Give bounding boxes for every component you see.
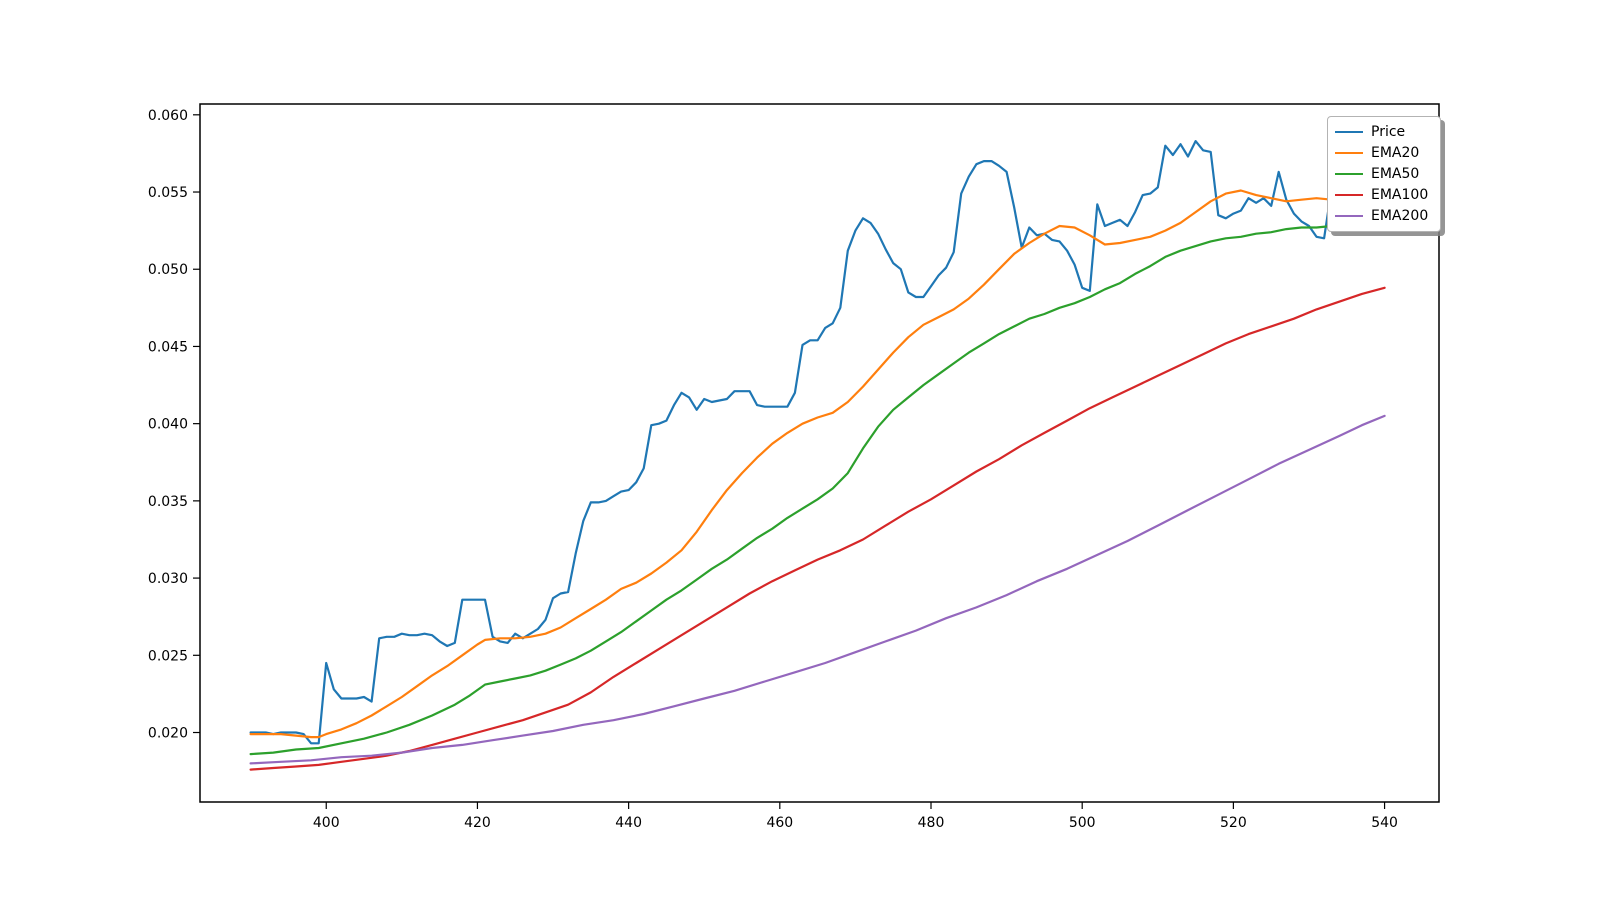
legend-line-swatch bbox=[1335, 152, 1363, 154]
x-axis-tick-label: 500 bbox=[1069, 815, 1096, 831]
y-axis-tick-label: 0.040 bbox=[148, 417, 188, 433]
legend-label: EMA200 bbox=[1371, 208, 1429, 224]
y-axis-tick-label: 0.050 bbox=[148, 262, 188, 278]
legend-label: Price bbox=[1371, 124, 1406, 140]
y-axis-tick-label: 0.035 bbox=[148, 494, 188, 510]
x-axis-tick-label: 460 bbox=[766, 815, 793, 831]
legend-item-ema200: EMA200 bbox=[1335, 208, 1431, 224]
legend-line-swatch bbox=[1335, 131, 1363, 133]
legend-item-ema50: EMA50 bbox=[1335, 166, 1431, 182]
price-line bbox=[249, 140, 1333, 745]
y-axis-tick-label: 0.020 bbox=[148, 726, 188, 742]
x-axis-tick-label: 400 bbox=[313, 815, 340, 831]
y-axis-tick-label: 0.030 bbox=[148, 571, 188, 587]
legend-label: EMA50 bbox=[1371, 166, 1420, 182]
x-axis-tick-label: 440 bbox=[615, 815, 642, 831]
ema100-line bbox=[249, 286, 1386, 771]
legend-item-price: Price bbox=[1335, 124, 1431, 140]
y-axis-tick-label: 0.025 bbox=[148, 648, 188, 664]
x-axis-tick-label: 420 bbox=[464, 815, 491, 831]
ema50-line bbox=[249, 224, 1333, 756]
legend-label: EMA20 bbox=[1371, 145, 1420, 161]
y-axis-tick-label: 0.045 bbox=[148, 339, 188, 355]
legend-label: EMA100 bbox=[1371, 187, 1429, 203]
legend-line-swatch bbox=[1335, 215, 1363, 217]
ema20-line bbox=[249, 189, 1333, 739]
legend-item-ema20: EMA20 bbox=[1335, 145, 1431, 161]
legend: Price EMA20 EMA50 EMA100 EMA200 bbox=[1327, 116, 1441, 232]
x-axis-tick-label: 540 bbox=[1371, 815, 1398, 831]
ema200-line bbox=[249, 414, 1386, 765]
y-axis-tick-label: 0.055 bbox=[148, 185, 188, 201]
plot-area bbox=[200, 104, 1439, 802]
x-axis-tick-label: 480 bbox=[918, 815, 945, 831]
axes-spines bbox=[199, 103, 1440, 803]
legend-line-swatch bbox=[1335, 194, 1363, 196]
series-group bbox=[249, 140, 1386, 771]
y-axis-tick-label: 0.060 bbox=[148, 108, 188, 124]
x-axis-tick-label: 520 bbox=[1220, 815, 1247, 831]
legend-item-ema100: EMA100 bbox=[1335, 187, 1431, 203]
legend-line-swatch bbox=[1335, 173, 1363, 175]
